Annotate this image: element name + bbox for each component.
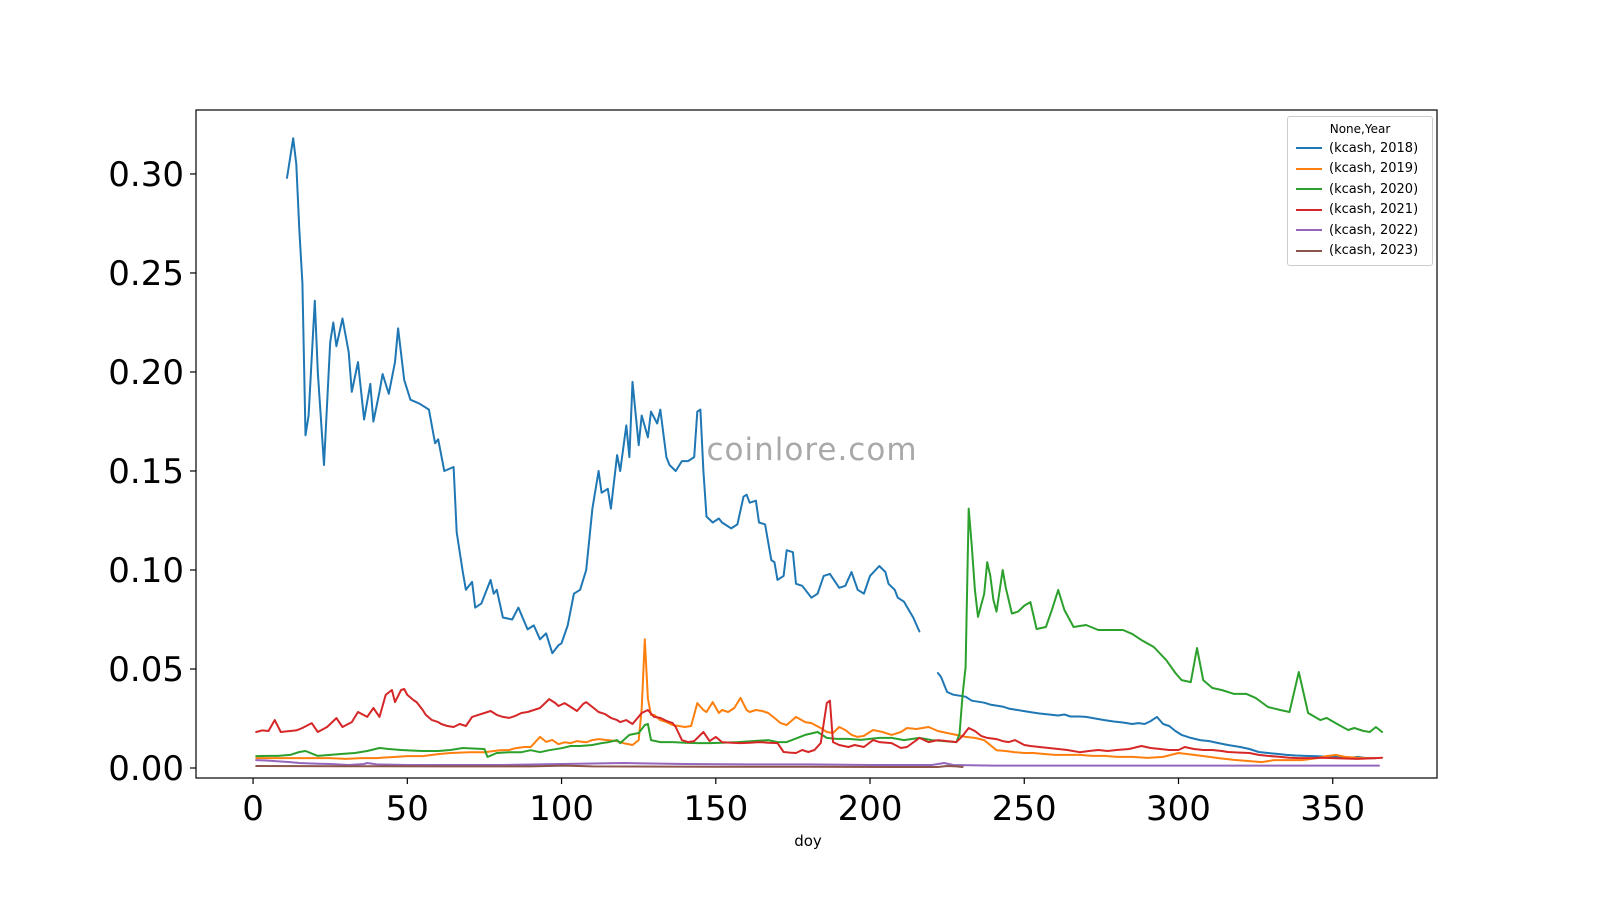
legend-entry-label: (kcash, 2018) (1329, 140, 1419, 156)
series-line-2021 (255, 688, 1384, 760)
series-line-2019 (255, 638, 1377, 764)
legend-entry-2021: (kcash, 2021) (1294, 200, 1426, 221)
x-tick-label: 300 (1146, 789, 1211, 829)
y-tick-label: 0.10 (108, 551, 184, 591)
legend-entry-label: (kcash, 2020) (1329, 181, 1419, 197)
legend-entry-label: (kcash, 2021) (1329, 202, 1419, 218)
y-tick-label: 0.05 (108, 650, 184, 690)
x-tick-label: 350 (1300, 789, 1365, 829)
y-axis-ticks: 0.00 0.05 0.10 0.15 0.20 0.25 0.30 (108, 155, 196, 789)
legend-entry-2020: (kcash, 2020) (1294, 179, 1426, 200)
legend-line-swatch (1296, 249, 1322, 252)
axes-frame (195, 109, 1438, 779)
series-line-2020 (255, 507, 1384, 758)
y-tick-label: 0.30 (108, 155, 184, 195)
y-tick-label: 0.20 (108, 353, 184, 393)
legend-entry-label: (kcash, 2019) (1329, 161, 1419, 177)
legend-line-swatch (1296, 208, 1322, 211)
y-tick-label: 0.00 (108, 749, 184, 789)
x-tick-label: 200 (838, 789, 903, 829)
series-line-2018 (936, 672, 1377, 760)
legend-entry-2018: (kcash, 2018) (1294, 138, 1426, 159)
y-tick-label: 0.25 (108, 254, 184, 294)
series-lines (255, 137, 1384, 768)
series-line-2023 (255, 764, 964, 768)
series-line-2018 (286, 137, 921, 655)
x-tick-label: 150 (683, 789, 748, 829)
legend-line-swatch (1296, 167, 1322, 170)
x-tick-label: 100 (529, 789, 594, 829)
legend-entry-label: (kcash, 2023) (1329, 243, 1419, 259)
legend-entry-2022: (kcash, 2022) (1294, 220, 1426, 241)
legend-line-swatch (1296, 188, 1322, 191)
series-line-2022 (255, 759, 1380, 767)
legend-line-swatch (1296, 229, 1322, 232)
legend-entry-label: (kcash, 2022) (1329, 222, 1419, 238)
watermark: coinlore.com (706, 432, 917, 468)
legend-entry-2019: (kcash, 2019) (1294, 159, 1426, 180)
x-axis-ticks: 0 50 100 150 200 250 300 350 (242, 778, 1365, 829)
legend-line-swatch (1296, 147, 1322, 150)
legend-box: None,Year (kcash, 2018) (kcash, 2019) (kca… (1287, 116, 1433, 266)
x-tick-label: 250 (992, 789, 1057, 829)
x-tick-label: 0 (242, 789, 264, 829)
legend-title: None,Year (1329, 122, 1391, 136)
x-tick-label: 50 (386, 789, 429, 829)
x-axis-label: doy (794, 832, 822, 850)
y-tick-label: 0.15 (108, 452, 184, 492)
legend-entry-2023: (kcash, 2023) (1294, 241, 1426, 262)
